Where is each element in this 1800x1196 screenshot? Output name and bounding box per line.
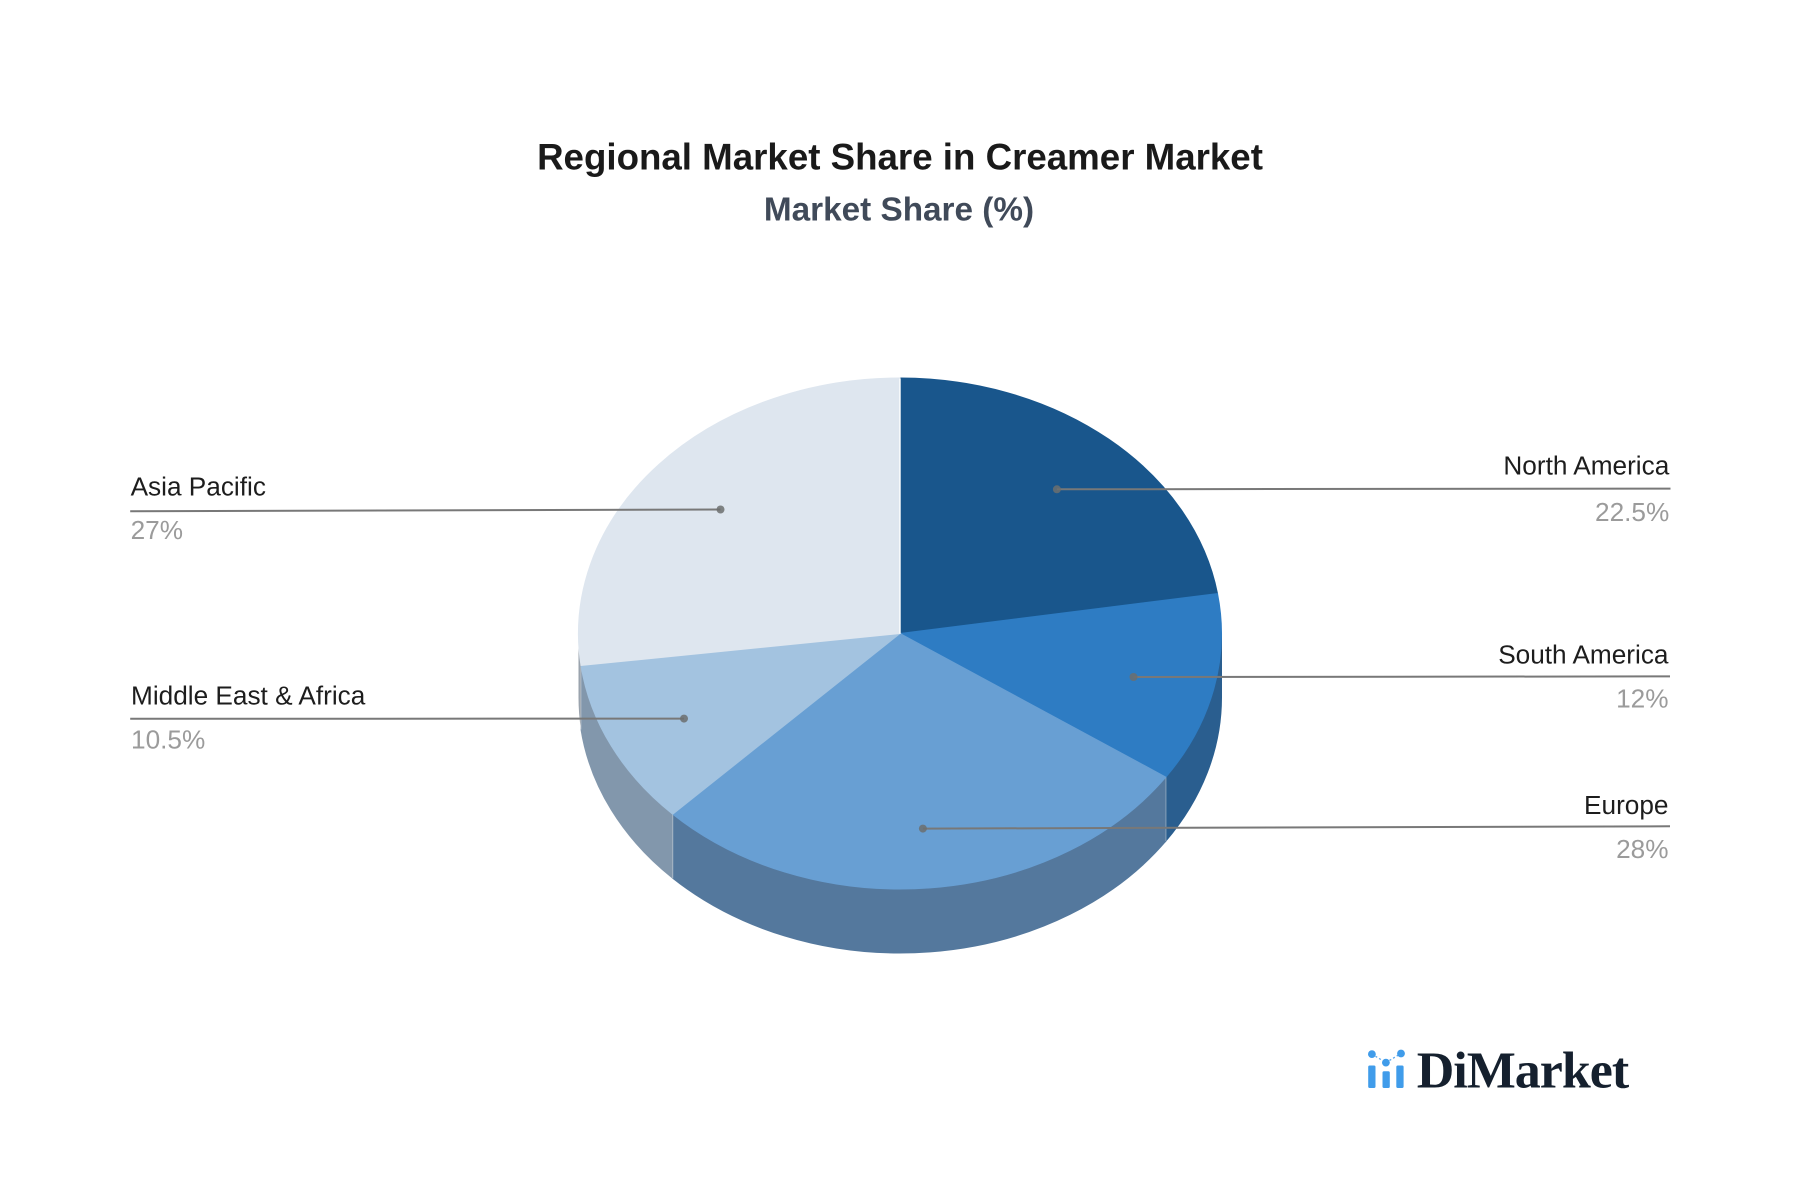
- svg-text:North America: North America: [1503, 451, 1669, 481]
- svg-text:South America: South America: [1498, 639, 1669, 669]
- svg-text:10.5%: 10.5%: [131, 725, 205, 755]
- svg-text:Regional Market Share in Cream: Regional Market Share in Creamer Market: [537, 137, 1263, 178]
- svg-text:Europe: Europe: [1584, 790, 1668, 820]
- svg-text:28%: 28%: [1616, 834, 1668, 864]
- svg-text:12%: 12%: [1616, 684, 1668, 714]
- svg-text:Asia Pacific: Asia Pacific: [131, 471, 266, 501]
- svg-text:Market Share (%): Market Share (%): [764, 192, 1034, 229]
- svg-text:27%: 27%: [131, 515, 183, 545]
- svg-text:DiMarket: DiMarket: [1417, 1043, 1630, 1100]
- svg-text:Middle East & Africa: Middle East & Africa: [131, 681, 366, 711]
- svg-text:22.5%: 22.5%: [1595, 497, 1669, 527]
